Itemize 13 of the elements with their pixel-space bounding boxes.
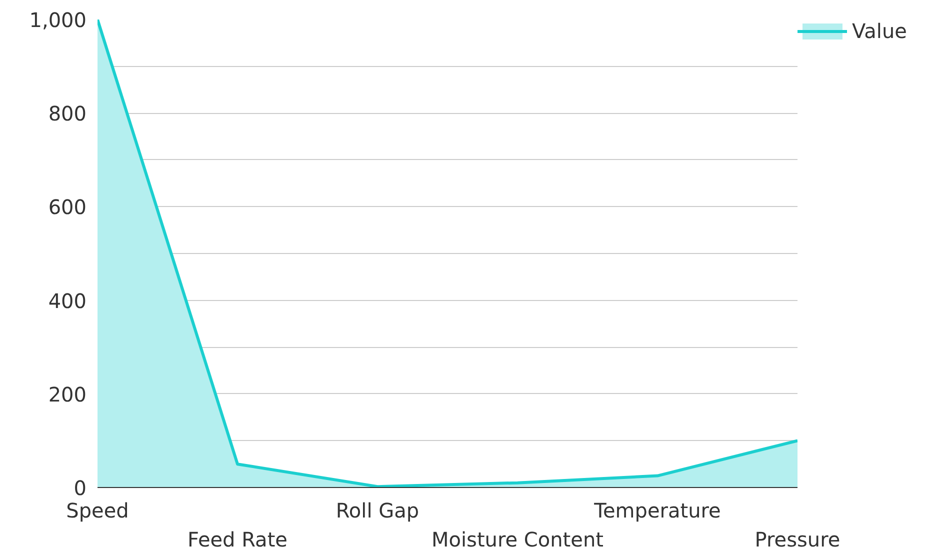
y-tick-label: 600 [48, 195, 87, 220]
y-tick-label: 400 [48, 288, 87, 313]
y-tick-label: 200 [48, 382, 87, 406]
x-tick-label: Speed [66, 498, 129, 522]
x-tick-label: Moisture Content [432, 527, 604, 552]
y-tick-label: 1,000 [29, 8, 87, 32]
x-tick-label: Pressure [754, 527, 840, 552]
legend-label: Value [852, 19, 908, 43]
x-tick-label: Roll Gap [336, 498, 420, 522]
y-tick-label: 0 [74, 476, 87, 500]
x-tick-label: Temperature [593, 498, 721, 522]
y-tick-label: 800 [48, 102, 87, 126]
x-tick-label: Feed Rate [188, 527, 288, 552]
